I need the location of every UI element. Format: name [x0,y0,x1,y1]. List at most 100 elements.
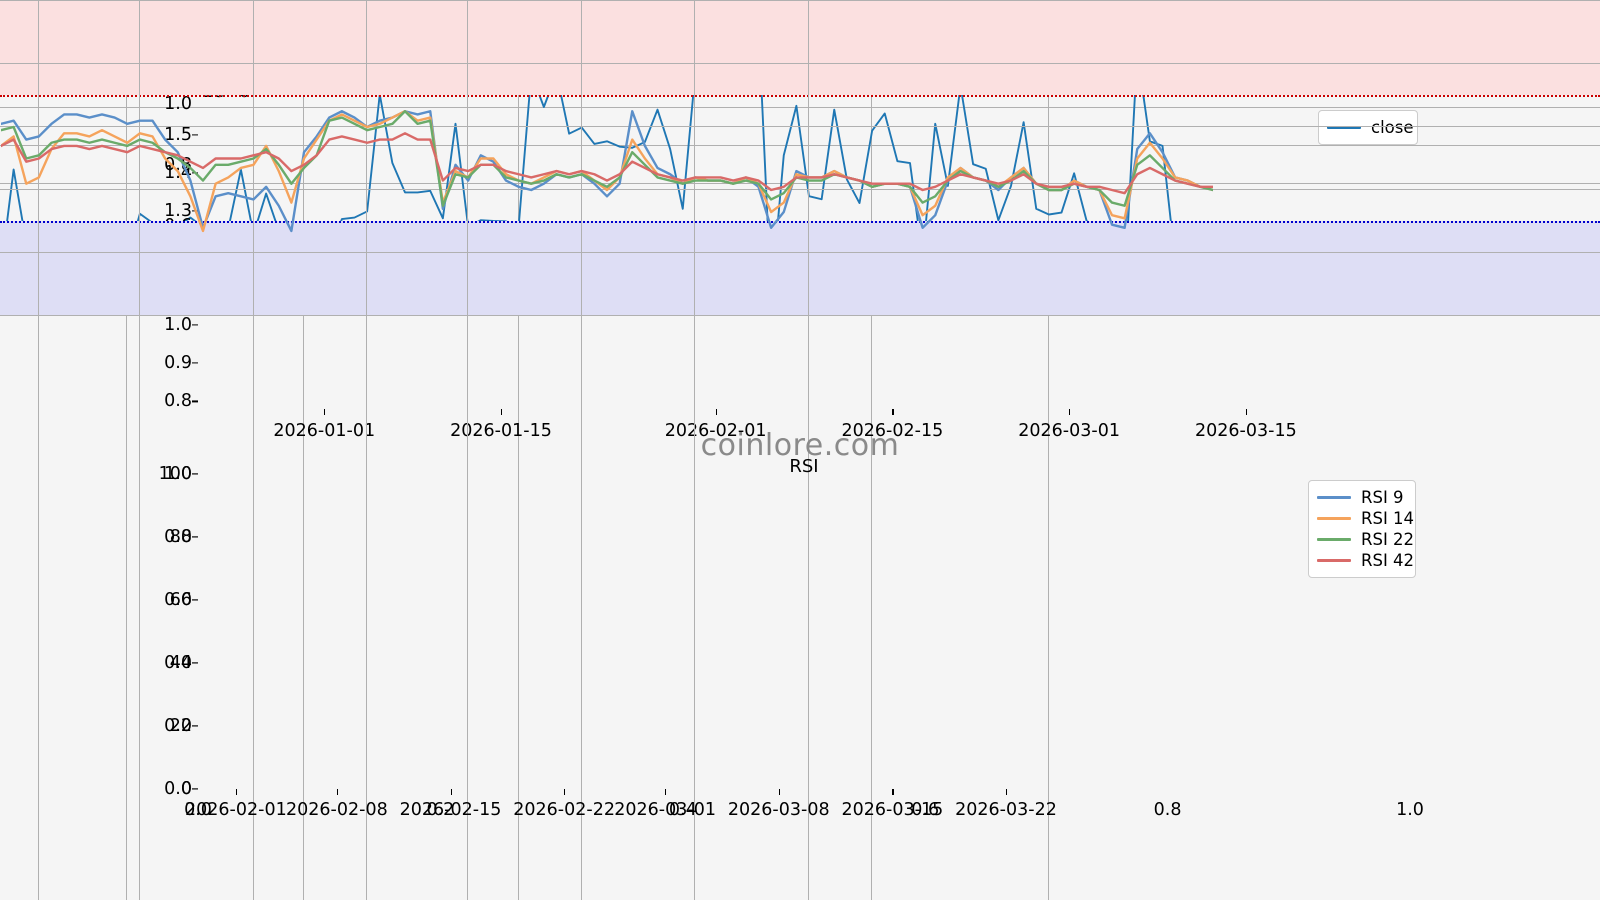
price-y-tick-label-secondary: 1.0 [164,94,192,114]
legend-item[interactable]: close [1327,117,1414,138]
rsi-x-tick-label: 2026-02-22 [513,800,615,820]
price-y-tick-label: 0.9 [164,353,192,374]
grid-line [0,126,1600,127]
grid-line-vertical [303,0,304,900]
rsi-y-tick-mark-secondary [192,788,198,790]
rsi-series-rsi-42 [1,132,1213,195]
legend-item[interactable]: RSI 9 [1317,487,1405,508]
rsi-y-tick-label: 0 [180,779,192,799]
price-y-tick-label: 1.0 [164,315,192,336]
rsi-y-tick-label: 100 [158,464,192,484]
price-y-tick-label: 1.5 [164,124,192,145]
price-x-tick-label: 2026-03-01 [1018,421,1120,441]
price-x-tick-label: 2026-01-15 [450,421,552,441]
grid-line-vertical [366,0,368,900]
rsi-y-tick-label: 40 [169,653,192,673]
price-y-tick-mark [192,400,198,402]
legend-item[interactable]: RSI 42 [1317,550,1414,571]
grid-line-vertical [808,0,809,900]
rsi-x-tick-label: 2026-02-01 [185,800,287,820]
grid-line [0,315,1600,316]
rsi-x-tick-label-secondary: 1.0 [1396,800,1424,820]
price-x-tick-mark [892,409,894,415]
rsi-y-tick-label-secondary: 0.2 [164,716,192,736]
rsi-x-tick-label: 2026-02-15 [399,800,502,820]
rsi-x-tick-label: 2026-03-08 [727,800,830,820]
grid-line-vertical [580,0,582,900]
legend-swatch-rsi-9 [1317,496,1351,499]
rsi-x-tick-mark [564,789,566,795]
price-x-tick-label: 2026-02-01 [664,421,767,441]
price-y-tick-mark [192,324,198,326]
legend-label: RSI 42 [1361,551,1415,570]
grid-line-vertical [138,0,140,900]
grid-line [0,183,1600,184]
price-x-tick-mark [1069,409,1071,415]
rsi-x-tick-label-secondary: 0.8 [1153,800,1182,820]
price-y-tick-mark [192,362,198,364]
grid-line-vertical [467,0,469,900]
rsi-y-tick-mark-secondary [192,473,198,475]
rsi-x-tick-mark [336,789,339,795]
grid-line [0,0,1600,1]
rsi-y-tick-mark-secondary [192,725,198,727]
rsi-x-tick-mark [235,789,238,795]
rsi-x-tick-mark [450,789,452,795]
legend-label: close [1371,118,1414,137]
rsi-series-group [1,1,1213,316]
rsi-legend[interactable]: RSI 9 RSI 14 RSI 22 RSI 42 [1308,480,1416,578]
legend-item[interactable]: RSI 22 [1317,529,1414,550]
price-x-tick-mark [501,409,503,415]
legend-swatch-close [1327,126,1361,129]
rsi-series-rsi-14 [1,110,1213,233]
rsi-y-tick-label-secondary: 0.6 [164,590,192,610]
legend-label: RSI 14 [1361,509,1415,528]
legend-swatch-rsi-14 [1317,517,1351,520]
rsi-y-tick-mark-secondary [192,599,198,601]
price-y-tick-mark [192,133,198,136]
grid-line [0,252,1600,253]
grid-line-vertical [1047,0,1049,900]
rsi-zone-band [0,0,1600,95]
rsi-y-tick-label: 20 [169,716,192,736]
rsi-zone-band [0,220,1600,315]
rsi-chart-title: RSI [789,456,819,477]
grid-line-vertical [37,0,39,900]
rsi-x-tick-label: 2026-03-22 [955,800,1057,820]
rsi-y-tick-label: 60 [169,590,192,610]
rsi-x-tick-mark [1006,789,1008,795]
rsi-y-tick-mark-secondary [192,662,198,664]
rsi-y-tick-label-secondary: 1.0 [164,464,192,484]
price-x-tick-label: 2026-02-15 [841,421,944,441]
rsi-x-tick-mark [665,789,667,795]
rsi-x-tick-mark [892,789,894,795]
rsi-y-tick-label: 80 [169,527,192,547]
legend-item[interactable]: RSI 14 [1317,508,1414,529]
legend-swatch-rsi-42 [1317,559,1351,562]
rsi-x-tick-label-secondary: 0.0 [184,800,212,820]
price-legend[interactable]: close [1318,110,1418,145]
rsi-x-tick-label-secondary: 0.4 [668,800,697,820]
rsi-series-rsi-9 [1,110,1213,233]
rsi-x-tick-label: 2026-03-01 [614,800,716,820]
price-x-tick-mark [1245,409,1248,415]
legend-label: RSI 9 [1361,488,1404,507]
grid-line-vertical [694,0,696,900]
grid-line-vertical [126,0,128,900]
legend-label: RSI 22 [1361,530,1415,549]
price-x-tick-mark [324,409,326,415]
rsi-x-tick-mark [778,789,780,795]
rsi-y-tick-label-secondary: 0.0 [164,779,192,799]
rsi-overbought-line [0,94,1600,97]
grid-line [0,189,1600,190]
rsi-oversold-line [0,220,1600,223]
price-x-tick-label: 2026-01-01 [273,421,376,441]
rsi-x-tick-label: 2026-02-08 [286,800,388,820]
grid-line [0,63,1600,64]
price-x-tick-label: 2026-03-15 [1195,421,1297,441]
grid-line [0,144,1600,146]
price-y-tick-label: 0.8 [164,391,192,412]
legend-swatch-rsi-22 [1317,538,1351,541]
